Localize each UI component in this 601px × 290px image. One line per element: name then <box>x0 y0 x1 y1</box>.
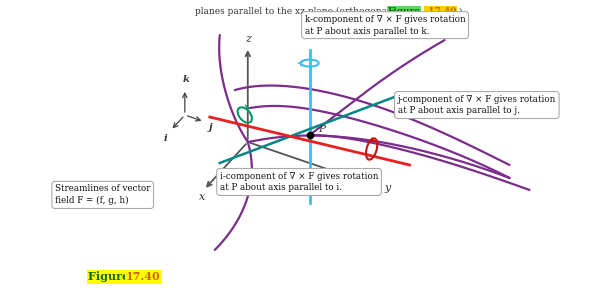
Text: i-component of ∇ × F gives rotation
at P about axis parallel to i.: i-component of ∇ × F gives rotation at P… <box>220 172 378 192</box>
Text: y: y <box>384 184 390 193</box>
Text: k: k <box>183 75 189 84</box>
Text: 17.40: 17.40 <box>424 7 456 16</box>
Text: z: z <box>245 34 251 44</box>
Text: i: i <box>164 134 168 143</box>
Text: x: x <box>198 192 205 202</box>
Text: k-component of ∇ × F gives rotation
at P about axis parallel to k.: k-component of ∇ × F gives rotation at P… <box>305 15 465 35</box>
Text: j: j <box>209 123 212 132</box>
Text: P: P <box>318 125 325 134</box>
Text: j-component of ∇ × F gives rotation
at P about axis parallel to j.: j-component of ∇ × F gives rotation at P… <box>398 95 556 115</box>
Text: Figure: Figure <box>88 271 133 282</box>
Text: 17.40: 17.40 <box>126 271 160 282</box>
Text: Streamlines of vector
field F = (f, g, h): Streamlines of vector field F = (f, g, h… <box>55 184 150 205</box>
Text: planes parallel to the xz-plane (orthogonal to j) (: planes parallel to the xz-plane (orthogo… <box>195 7 417 16</box>
Text: ).: ). <box>459 7 465 16</box>
Text: Figure: Figure <box>388 7 421 16</box>
